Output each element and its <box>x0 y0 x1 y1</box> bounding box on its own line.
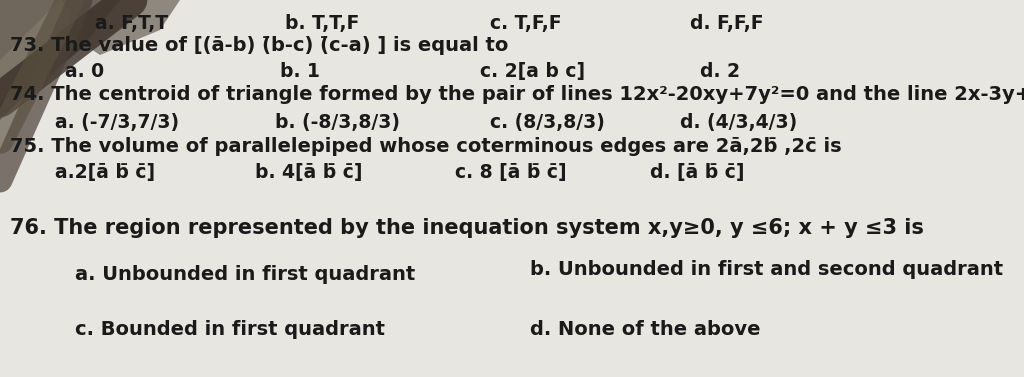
Text: a.2[ā b̄ c̄]: a.2[ā b̄ c̄] <box>55 163 155 182</box>
Text: b. T,T,F: b. T,T,F <box>285 14 359 33</box>
Text: c. T,F,F: c. T,F,F <box>490 14 561 33</box>
Polygon shape <box>70 0 180 55</box>
Text: b. (-8/3,8/3): b. (-8/3,8/3) <box>275 113 400 132</box>
Text: a. F,T,T: a. F,T,T <box>95 14 168 33</box>
Text: b. Unbounded in first and second quadrant: b. Unbounded in first and second quadran… <box>530 260 1004 279</box>
Text: 74. The centroid of triangle formed by the pair of lines 12x²-20xy+7y²=0 and the: 74. The centroid of triangle formed by t… <box>10 85 1024 104</box>
Text: d. (4/3,4/3): d. (4/3,4/3) <box>680 113 798 132</box>
Text: c. Bounded in first quadrant: c. Bounded in first quadrant <box>75 320 385 339</box>
Text: d. F,F,F: d. F,F,F <box>690 14 764 33</box>
Text: b. 1: b. 1 <box>280 62 319 81</box>
Polygon shape <box>0 0 120 120</box>
Text: 76. The region represented by the inequation system x,y≥0, y ≤6; x + y ≤3 is: 76. The region represented by the inequa… <box>10 218 924 238</box>
Text: d. [ā b̄ c̄]: d. [ā b̄ c̄] <box>650 163 744 182</box>
Text: b. 4[ā b̄ c̄]: b. 4[ā b̄ c̄] <box>255 163 362 182</box>
Text: a. (-7/3,7/3): a. (-7/3,7/3) <box>55 113 179 132</box>
Text: a. 0: a. 0 <box>65 62 104 81</box>
Text: c. (8/3,8/3): c. (8/3,8/3) <box>490 113 605 132</box>
Text: c. 8 [ā b̄ c̄]: c. 8 [ā b̄ c̄] <box>455 163 566 182</box>
Polygon shape <box>0 0 90 100</box>
Text: 73. The value of [(ā-b) (̄b-c) (̄c-a) ] is equal to: 73. The value of [(ā-b) (̄b-c) (̄c-a) ] … <box>10 36 508 55</box>
Text: c. 2[a b c]: c. 2[a b c] <box>480 62 585 81</box>
Text: d. None of the above: d. None of the above <box>530 320 761 339</box>
Text: 75. The volume of parallelepiped whose coterminous edges are 2ā,2b̄ ,2c̄ is: 75. The volume of parallelepiped whose c… <box>10 137 842 156</box>
Text: d. 2: d. 2 <box>700 62 740 81</box>
Text: a. Unbounded in first quadrant: a. Unbounded in first quadrant <box>75 265 416 284</box>
